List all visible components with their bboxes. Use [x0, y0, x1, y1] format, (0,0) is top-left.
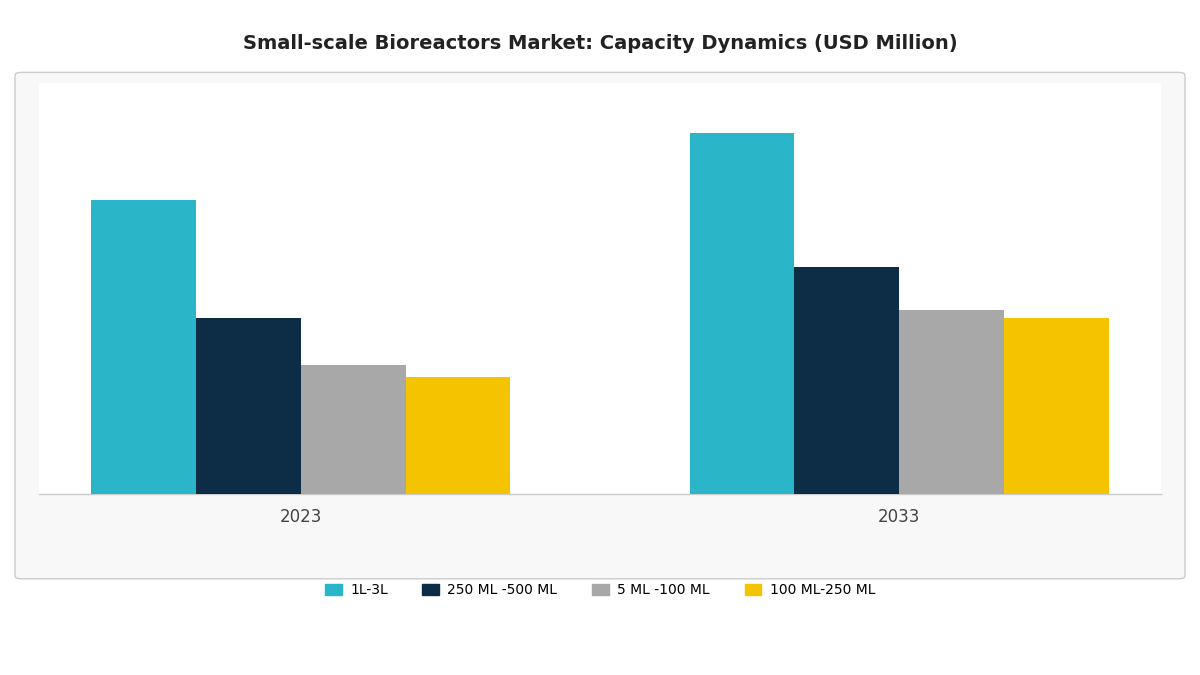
- Bar: [690, 134, 794, 494]
- Text: Small-scale Bioreactors Market: Capacity Dynamics (USD Million): Small-scale Bioreactors Market: Capacity…: [242, 34, 958, 53]
- Legend: 1L-3L, 250 ML -500 ML, 5 ML -100 ML, 100 ML-250 ML: 1L-3L, 250 ML -500 ML, 5 ML -100 ML, 100…: [319, 578, 881, 603]
- Bar: [899, 310, 1004, 494]
- Bar: [794, 267, 899, 494]
- Bar: [196, 318, 301, 494]
- Bar: [1004, 318, 1109, 494]
- Bar: [406, 377, 510, 494]
- Bar: [301, 365, 406, 494]
- Bar: [91, 200, 196, 494]
